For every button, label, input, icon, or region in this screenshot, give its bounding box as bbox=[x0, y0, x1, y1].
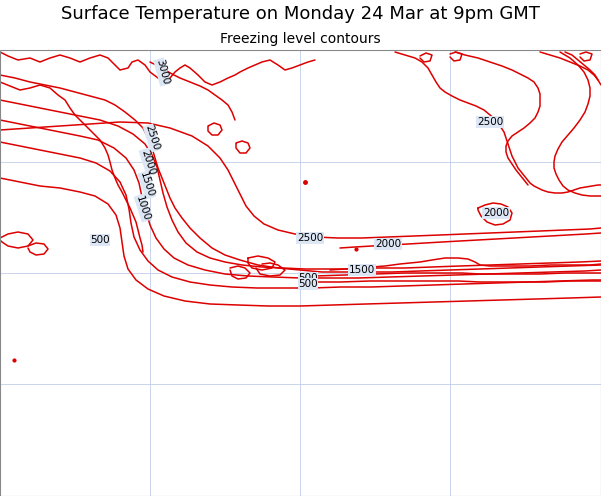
Text: 2000: 2000 bbox=[483, 208, 509, 218]
Text: 3000: 3000 bbox=[154, 58, 170, 86]
Text: 500: 500 bbox=[90, 235, 110, 245]
Text: 2000: 2000 bbox=[375, 239, 401, 249]
Text: 500: 500 bbox=[298, 279, 318, 289]
Text: 2500: 2500 bbox=[143, 124, 161, 152]
Text: 1500: 1500 bbox=[138, 171, 156, 199]
Text: Freezing level contours: Freezing level contours bbox=[220, 32, 381, 46]
Text: 1000: 1000 bbox=[134, 194, 152, 222]
Text: 500: 500 bbox=[298, 273, 318, 283]
Text: 2500: 2500 bbox=[477, 117, 503, 127]
Text: 1500: 1500 bbox=[349, 265, 375, 275]
Text: 2500: 2500 bbox=[297, 233, 323, 243]
Text: 2000: 2000 bbox=[139, 148, 157, 176]
Text: Surface Temperature on Monday 24 Mar at 9pm GMT: Surface Temperature on Monday 24 Mar at … bbox=[61, 5, 540, 23]
